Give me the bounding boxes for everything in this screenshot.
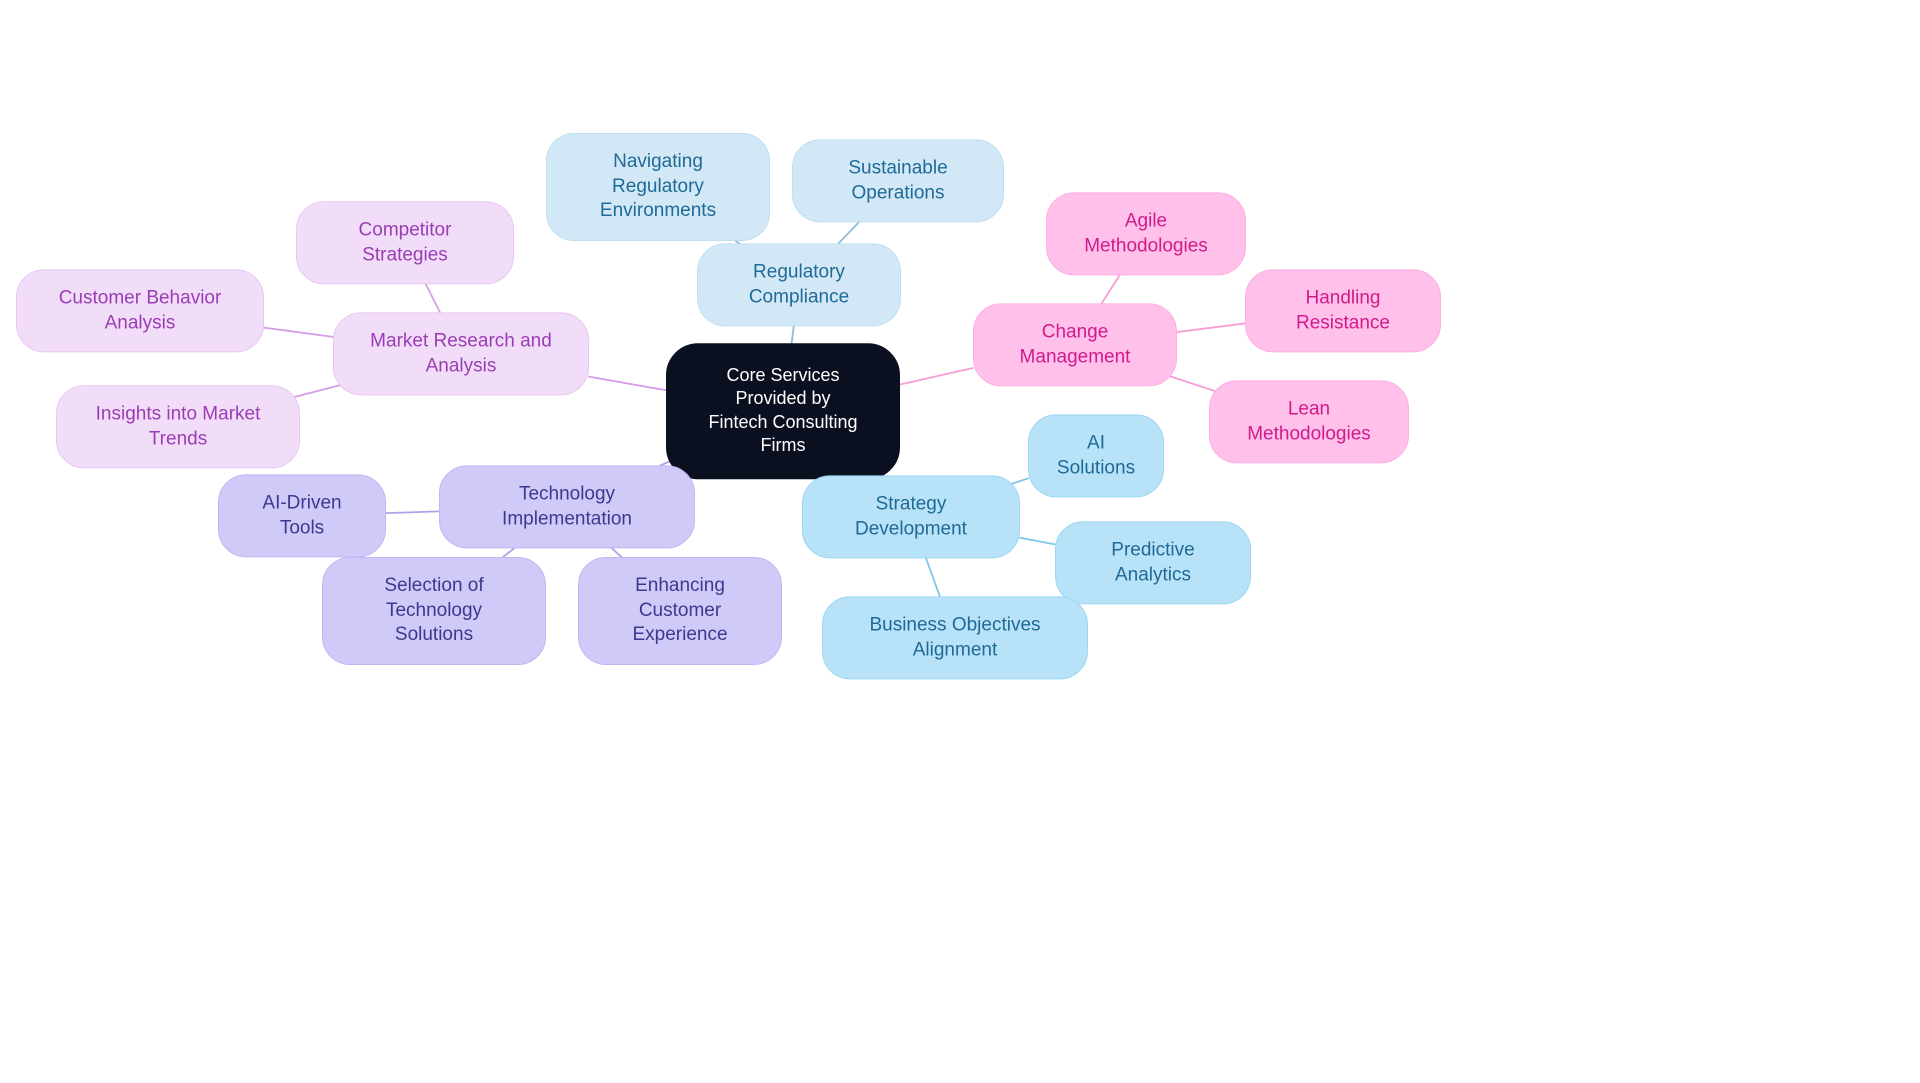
edge-market-custbehav [264,328,333,337]
node-regcomp: Regulatory Compliance [697,243,901,326]
node-lean: Lean Methodologies [1209,380,1409,463]
node-handres: Handling Resistance [1245,269,1441,352]
node-insights: Insights into Market Trends [56,385,300,468]
node-bizobj: Business Objectives Alignment [822,596,1088,679]
node-strategy: Strategy Development [802,475,1020,558]
node-predict: Predictive Analytics [1055,521,1251,604]
node-sustain: Sustainable Operations [792,139,1004,222]
edge-strategy-predict [1020,538,1055,545]
node-agile: Agile Methodologies [1046,192,1246,275]
edge-center-change [900,368,973,385]
node-navreg: Navigating Regulatory Environments [546,133,770,241]
node-center: Core Services Provided by Fintech Consul… [666,343,900,479]
node-seltech: Selection of Technology Solutions [322,557,546,665]
edge-tech-aidriven [386,511,439,513]
node-custexp: Enhancing Customer Experience [578,557,782,665]
edge-center-market [589,377,666,391]
node-tech: Technology Implementation [439,465,695,548]
node-market: Market Research and Analysis [333,312,589,395]
node-custbehav: Customer Behavior Analysis [16,269,264,352]
node-aidriven: AI-Driven Tools [218,474,386,557]
node-aisol: AI Solutions [1028,414,1164,497]
edge-change-handres [1177,323,1245,332]
node-competitor: Competitor Strategies [296,201,514,284]
node-change: Change Management [973,303,1177,386]
